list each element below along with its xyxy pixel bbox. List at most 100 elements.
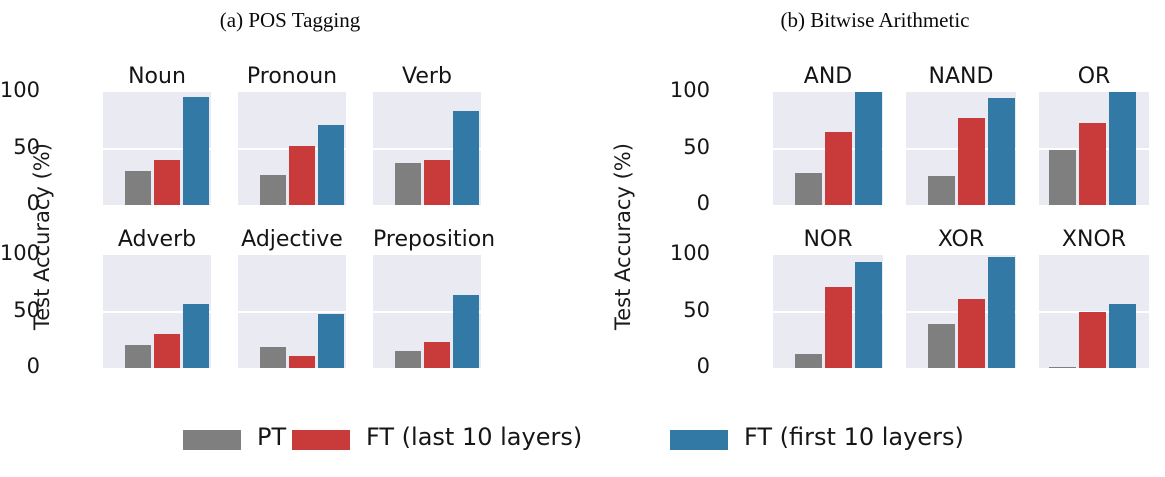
bar-ft-last-10-layers xyxy=(1079,122,1106,205)
bar-pt xyxy=(1049,366,1076,368)
subplot-xor: XOR xyxy=(906,227,1016,368)
subplot-nand: NAND xyxy=(906,64,1016,205)
bar-ft-last-10-layers xyxy=(424,159,450,205)
subplot-pronoun: Pronoun xyxy=(238,64,346,205)
bar-ft-last-10-layers xyxy=(825,131,852,205)
panel-b-caption: (b) Bitwise Arithmetic xyxy=(780,8,970,32)
subplot-noun: Noun xyxy=(103,64,211,205)
subplot-title: XNOR xyxy=(1061,227,1127,252)
bar-group xyxy=(773,255,883,368)
subplot-adverb: Adverb xyxy=(103,227,211,368)
bar-pt xyxy=(928,175,955,205)
bar-ft-first-10-layers xyxy=(453,294,479,368)
plot-area xyxy=(773,255,883,368)
bar-ft-first-10-layers xyxy=(855,92,882,205)
plot-area xyxy=(238,255,346,368)
gridline-50 xyxy=(373,147,481,150)
legend-label: PT xyxy=(257,423,287,451)
y-tick-label: 50 xyxy=(683,134,710,159)
y-tick-label: 100 xyxy=(0,241,40,265)
bar-group xyxy=(238,255,346,368)
bar-ft-first-10-layers xyxy=(453,111,479,205)
plot-area xyxy=(906,92,1016,205)
legend-label: FT (first 10 layers) xyxy=(744,423,964,451)
y-tick-label: 100 xyxy=(669,241,710,265)
subplot-title: Pronoun xyxy=(246,64,338,89)
bar-ft-last-10-layers xyxy=(154,334,180,368)
subplot-title: AND xyxy=(803,64,853,89)
legend-label: FT (last 10 layers) xyxy=(366,423,583,451)
plot-area xyxy=(103,255,211,368)
bar-ft-first-10-layers xyxy=(318,313,344,368)
bar-ft-first-10-layers xyxy=(1109,92,1136,205)
bar-pt xyxy=(928,323,955,368)
bar-pt xyxy=(395,351,421,368)
plot-area xyxy=(103,92,211,205)
bar-ft-last-10-layers xyxy=(154,159,180,205)
bar-ft-last-10-layers xyxy=(1079,311,1106,368)
subplot-nor: NOR xyxy=(773,227,883,368)
y-tick-label: 50 xyxy=(13,297,40,322)
y-tick-label: 100 xyxy=(0,78,40,102)
subplot-and: AND xyxy=(773,64,883,205)
legend-swatch xyxy=(183,430,241,450)
bar-ft-first-10-layers xyxy=(1109,303,1136,368)
bar-ft-first-10-layers xyxy=(855,261,882,368)
bar-ft-last-10-layers xyxy=(424,342,450,368)
bar-pt xyxy=(795,354,822,368)
legend: PT FT (last 10 layers) FT (first 10 layers… xyxy=(0,420,1165,466)
bar-pt xyxy=(1049,149,1076,205)
bar-pt xyxy=(395,163,421,205)
bar-pt xyxy=(260,174,286,205)
bar-group xyxy=(373,92,481,205)
plot-area xyxy=(1039,255,1149,368)
subplot-title: Adverb xyxy=(117,227,197,252)
gridline-50 xyxy=(238,310,346,313)
bar-group xyxy=(103,255,211,368)
bar-ft-first-10-layers xyxy=(988,257,1015,368)
bar-group xyxy=(1039,255,1149,368)
subplot-title: OR xyxy=(1077,64,1111,89)
subplot-title: Verb xyxy=(402,64,452,89)
legend-items: PT FT (last 10 layers) FT (first 10 layers… xyxy=(0,420,1165,466)
y-tick-label: 0 xyxy=(696,191,710,215)
y-tick-label: 0 xyxy=(26,191,40,215)
subplot-xnor: XNOR xyxy=(1039,227,1149,368)
bar-ft-first-10-layers xyxy=(988,97,1015,205)
bar-pt xyxy=(795,173,822,205)
gridline-50 xyxy=(103,147,211,150)
plot-area xyxy=(238,92,346,205)
bar-group xyxy=(103,92,211,205)
legend-swatch xyxy=(670,430,728,450)
bar-pt xyxy=(125,345,151,368)
gridline-50 xyxy=(103,310,211,313)
panel-b-y-axis-label: Test Accuracy (%) xyxy=(611,143,635,330)
subplot-verb: Verb xyxy=(373,64,481,205)
subplot-adjective: Adjective xyxy=(238,227,346,368)
bar-ft-last-10-layers xyxy=(825,286,852,368)
plot-area xyxy=(773,92,883,205)
subplot-title: Adjective xyxy=(241,227,343,252)
bar-pt xyxy=(125,171,151,205)
plot-area xyxy=(1039,92,1149,205)
bar-ft-last-10-layers xyxy=(289,146,315,205)
subplot-title: XOR xyxy=(937,227,985,252)
plot-area xyxy=(906,255,1016,368)
bar-ft-first-10-layers xyxy=(183,96,209,205)
subplot-preposition: Preposition xyxy=(373,227,495,368)
bar-group xyxy=(906,255,1016,368)
bar-ft-last-10-layers xyxy=(958,118,985,205)
bar-group xyxy=(373,255,481,368)
bar-ft-last-10-layers xyxy=(289,355,315,368)
subplot-title: Noun xyxy=(128,64,186,89)
bar-group xyxy=(238,92,346,205)
subplot-title: NOR xyxy=(803,227,853,252)
subplot-title: NAND xyxy=(928,64,994,89)
y-tick-label: 0 xyxy=(696,354,710,378)
subplot-title: Preposition xyxy=(373,227,496,252)
y-tick-label: 50 xyxy=(683,297,710,322)
legend-swatch xyxy=(292,430,350,450)
y-tick-label: 50 xyxy=(13,134,40,159)
bar-group xyxy=(906,92,1016,205)
